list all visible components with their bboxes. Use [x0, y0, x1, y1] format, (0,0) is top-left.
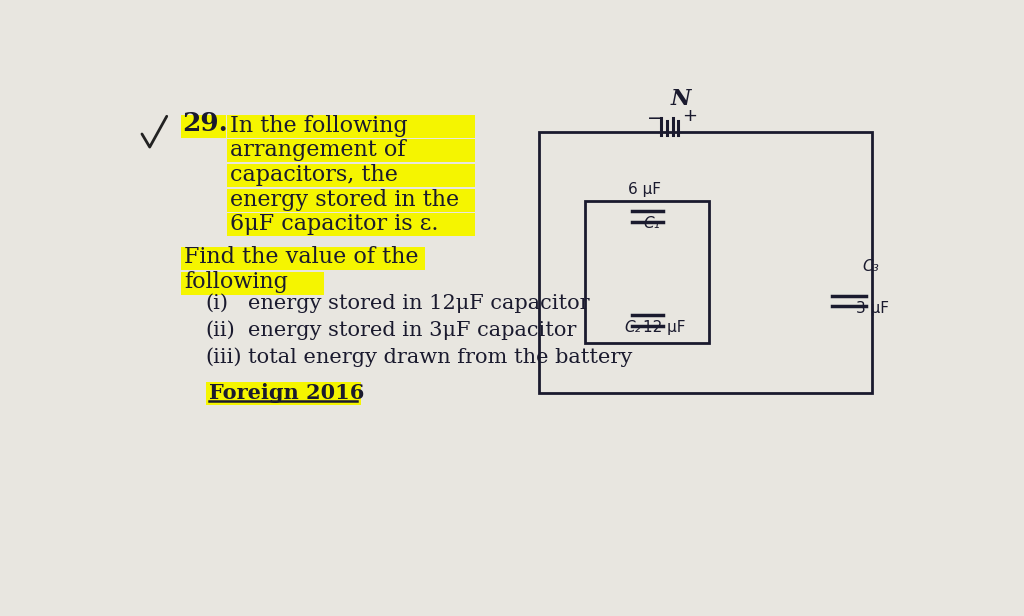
- Text: capacitors, the: capacitors, the: [230, 164, 398, 186]
- Text: +: +: [682, 107, 697, 125]
- Text: Foreign 2016: Foreign 2016: [209, 383, 364, 403]
- Bar: [539, 132, 872, 394]
- Bar: [227, 139, 475, 163]
- Text: arrangement of: arrangement of: [230, 139, 406, 161]
- Text: (iii): (iii): [206, 347, 242, 367]
- Text: following: following: [183, 271, 288, 293]
- Bar: [180, 272, 324, 295]
- Bar: [227, 188, 475, 212]
- Text: C₃: C₃: [862, 259, 880, 274]
- Text: (ii): (ii): [206, 321, 236, 339]
- Text: energy stored in 12μF capacitor: energy stored in 12μF capacitor: [248, 294, 590, 313]
- Bar: [206, 382, 360, 405]
- Bar: [180, 115, 225, 138]
- Bar: [227, 213, 475, 237]
- Text: 29.: 29.: [182, 111, 228, 136]
- Text: Find the value of the: Find the value of the: [183, 246, 418, 269]
- Text: 6 μF: 6 μF: [628, 182, 660, 197]
- Text: (i): (i): [206, 294, 228, 313]
- Text: C₁: C₁: [643, 216, 660, 231]
- Text: −: −: [647, 109, 664, 128]
- Text: energy stored in the: energy stored in the: [230, 188, 460, 211]
- Bar: [227, 115, 475, 138]
- Bar: [180, 247, 425, 270]
- Text: energy stored in 3μF capacitor: energy stored in 3μF capacitor: [248, 321, 577, 339]
- Bar: [227, 164, 475, 187]
- Text: 12 μF: 12 μF: [643, 320, 686, 335]
- Text: total energy drawn from the battery: total energy drawn from the battery: [248, 347, 633, 367]
- Text: C₂: C₂: [624, 320, 641, 335]
- Text: 3 μF: 3 μF: [856, 301, 890, 315]
- Text: 6μF capacitor is ε.: 6μF capacitor is ε.: [230, 213, 439, 235]
- Text: N: N: [671, 87, 691, 110]
- Bar: [586, 201, 710, 343]
- Text: In the following: In the following: [230, 115, 408, 137]
